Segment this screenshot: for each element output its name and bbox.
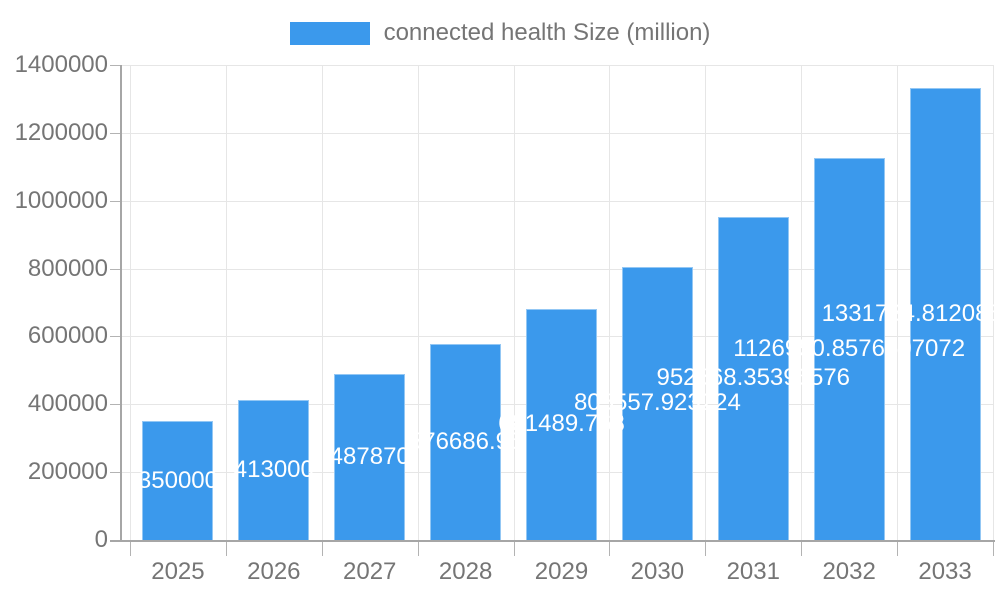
gridline-horizontal	[121, 65, 993, 66]
y-axis-tick	[110, 404, 121, 406]
x-axis-tick	[130, 540, 131, 556]
x-axis-line	[110, 540, 995, 542]
legend[interactable]: connected health Size (million)	[0, 19, 1000, 47]
y-axis-tick-label: 1000000	[14, 186, 108, 214]
gridline-vertical	[225, 65, 227, 540]
gridline-horizontal	[121, 200, 993, 202]
bar-2025[interactable]	[142, 421, 214, 540]
y-axis-tick-label: 0	[94, 526, 108, 553]
bar-2032[interactable]	[813, 157, 885, 540]
bar-2031[interactable]	[717, 216, 789, 540]
gridline-horizontal	[121, 132, 993, 134]
y-axis-tick	[110, 65, 121, 66]
x-axis-tick	[321, 540, 323, 556]
x-axis-category-label: 2027	[343, 558, 397, 585]
y-axis-tick	[110, 472, 121, 474]
x-axis-category-label: 2028	[438, 558, 493, 585]
gridline-vertical	[993, 65, 994, 540]
bar-2026[interactable]	[238, 399, 310, 540]
bar-2027[interactable]	[334, 374, 406, 540]
x-axis-tick	[801, 540, 803, 556]
x-axis-tick	[609, 540, 611, 556]
bar-2033[interactable]	[909, 88, 981, 540]
legend-swatch[interactable]	[289, 21, 370, 45]
x-axis-tick	[993, 540, 994, 556]
y-axis-tick-label: 1200000	[14, 118, 108, 146]
x-axis-category-label: 2026	[247, 558, 301, 585]
bar-2029[interactable]	[526, 308, 597, 540]
x-axis-tick	[897, 540, 899, 556]
y-axis-tick	[110, 336, 121, 338]
gridline-vertical	[897, 65, 899, 540]
gridline-horizontal	[121, 268, 993, 270]
gridline-vertical	[321, 65, 323, 540]
x-axis-category-label: 2025	[151, 558, 205, 585]
y-axis-tick-label: 600000	[27, 322, 108, 350]
x-axis-category-label: 2030	[630, 558, 685, 585]
y-axis-tick	[110, 268, 121, 270]
bar-2028[interactable]	[430, 344, 502, 540]
y-axis-line	[120, 65, 122, 540]
x-axis-tick	[417, 540, 419, 556]
x-axis-tick	[705, 540, 707, 556]
y-axis-tick-label: 200000	[27, 458, 108, 486]
gridline-vertical	[705, 65, 707, 540]
gridline-vertical	[130, 65, 131, 540]
y-axis-tick-label: 400000	[27, 390, 108, 418]
y-axis-tick	[110, 132, 121, 134]
y-axis-tick-label: 1400000	[14, 51, 108, 78]
x-axis-tick	[225, 540, 227, 556]
x-axis-category-label: 2031	[726, 558, 780, 585]
x-axis-category-label: 2029	[534, 558, 589, 585]
bar-2030[interactable]	[621, 266, 693, 540]
gridline-vertical	[801, 65, 803, 540]
x-axis-category-label: 2033	[918, 558, 972, 585]
gridline-vertical	[417, 65, 419, 540]
x-axis-tick	[513, 540, 515, 556]
x-axis-category-label: 2032	[822, 558, 876, 585]
gridline-vertical	[609, 65, 611, 540]
gridline-vertical	[513, 65, 515, 540]
legend-label: connected health Size (million)	[383, 19, 711, 46]
y-axis-tick	[110, 200, 121, 202]
y-axis-tick-label: 800000	[27, 254, 108, 282]
